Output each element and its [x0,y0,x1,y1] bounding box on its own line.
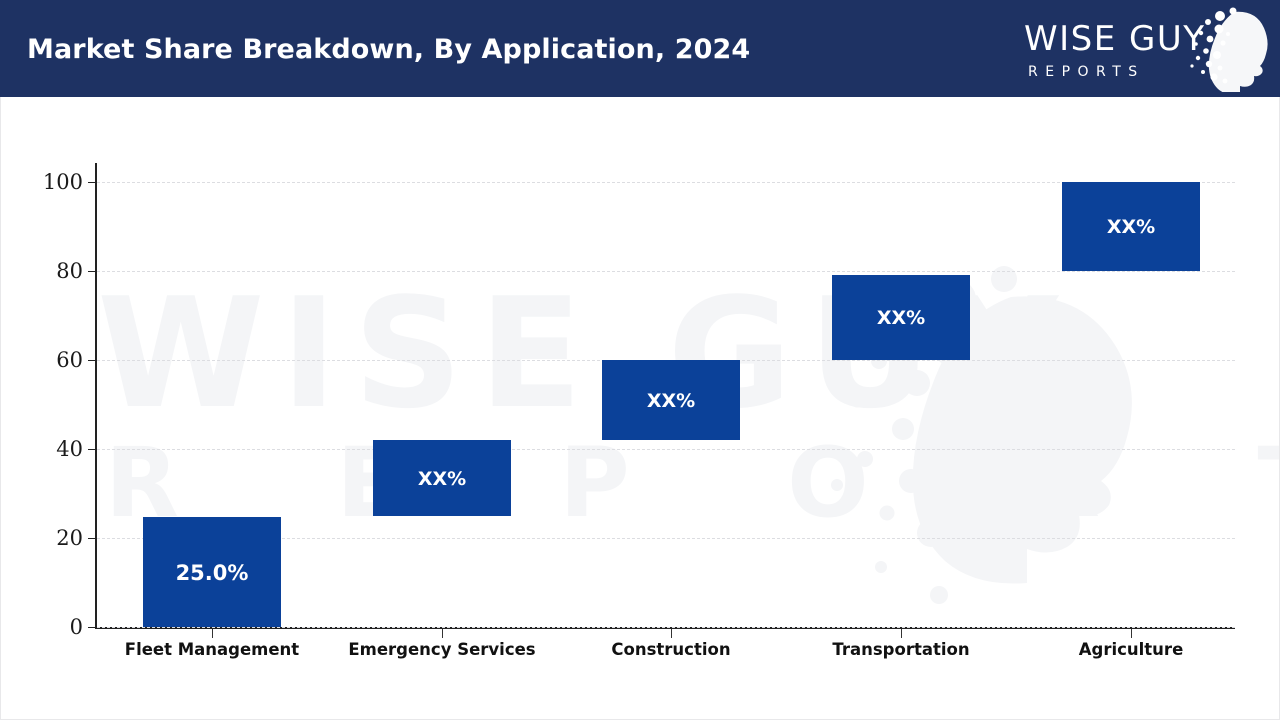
bar-label-construction: XX% [646,390,696,412]
bar-transportation[interactable]: XX% [832,275,970,360]
x-axis-spine [95,627,1235,629]
y-tick-mark-60 [88,360,96,361]
y-tick-label-60: 60 [56,348,83,372]
page-title: Market Share Breakdown, By Application, … [27,34,751,65]
x-tick-label-agriculture: Agriculture [1078,640,1184,659]
y-tick-label-0: 0 [69,615,83,639]
gridline-20 [97,538,1235,539]
x-tick-mark-fleet-management [212,629,213,638]
y-tick-mark-80 [88,271,96,272]
x-tick-mark-construction [671,629,672,638]
y-tick-mark-0 [88,627,96,628]
bar-construction[interactable]: XX% [602,360,740,441]
x-tick-mark-emergency-services [442,629,443,638]
plot-area: 0 20 40 60 80 100 Fleet Management Emerg… [43,163,1235,659]
bar-agriculture[interactable]: XX% [1062,182,1200,271]
gridline-0 [97,627,1235,628]
y-axis-spine [95,163,97,627]
y-tick-mark-20 [88,538,96,539]
y-tick-label-80: 80 [56,259,83,283]
x-tick-mark-agriculture [1131,629,1132,638]
y-tick-label-20: 20 [56,526,83,550]
gridline-80 [97,271,1235,272]
bar-fleet-management[interactable]: 25.0% [143,516,281,627]
bar-label-transportation: XX% [876,307,926,330]
x-tick-label-transportation: Transportation [832,640,970,659]
gridline-40 [97,449,1235,450]
chart-container: WISE GUY R E P O R T S [0,97,1280,720]
page-header: Market Share Breakdown, By Application, … [0,0,1280,97]
y-tick-label-40: 40 [56,437,83,461]
svg-text:WISE GUY: WISE GUY [1024,19,1206,59]
x-tick-label-construction: Construction [611,640,731,659]
bar-label-agriculture: XX% [1106,216,1156,238]
y-tick-label-100: 100 [42,170,83,194]
wise-guy-reports-logo: WISE GUY REPORTS [1024,7,1268,92]
x-tick-mark-transportation [901,629,902,638]
bar-emergency-services[interactable]: XX% [373,440,511,516]
svg-text:REPORTS: REPORTS [1028,64,1145,80]
x-tick-label-emergency-services: Emergency Services [348,640,536,659]
bar-label-emergency-services: XX% [417,468,467,491]
gridline-100 [97,182,1235,183]
bar-label-fleet-management: 25.0% [175,560,249,585]
x-tick-label-fleet-management: Fleet Management [124,640,300,659]
y-tick-mark-40 [88,449,96,450]
y-tick-mark-100 [88,182,96,183]
